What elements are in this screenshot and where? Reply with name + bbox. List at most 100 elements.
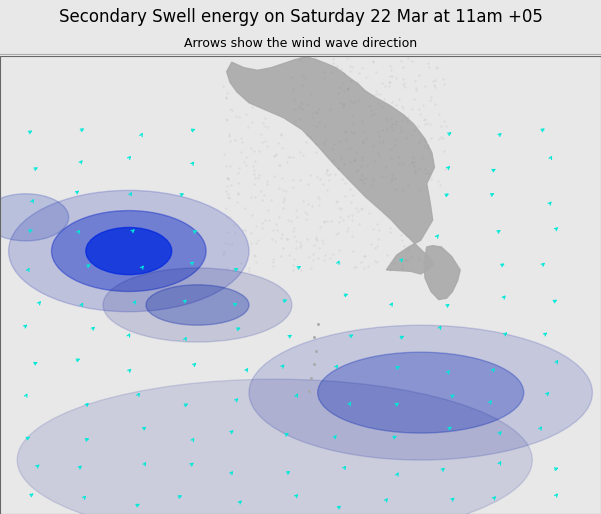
Point <box>263 180 272 188</box>
Point <box>373 219 382 228</box>
Point <box>228 265 238 273</box>
Point <box>402 256 412 264</box>
Point <box>373 149 383 157</box>
Point <box>386 123 395 131</box>
Point <box>303 100 313 108</box>
Point <box>429 81 439 89</box>
Point <box>332 197 342 205</box>
Point <box>398 160 408 168</box>
Point <box>340 69 349 77</box>
Point <box>221 162 230 171</box>
Point <box>415 138 424 146</box>
Point <box>423 119 432 127</box>
Point <box>310 53 320 62</box>
Point <box>291 206 301 214</box>
Point <box>409 153 418 161</box>
Point <box>382 116 391 124</box>
Point <box>298 151 308 159</box>
Point <box>221 115 230 123</box>
Point <box>221 93 231 101</box>
Point <box>288 85 297 93</box>
Point <box>398 186 407 194</box>
Point <box>222 182 232 190</box>
Point <box>284 251 293 259</box>
Point <box>425 96 435 104</box>
Point <box>322 166 332 174</box>
Point <box>382 163 391 172</box>
Point <box>416 135 426 143</box>
Point <box>421 115 430 123</box>
Point <box>337 175 347 183</box>
Point <box>430 83 440 91</box>
Point <box>387 175 397 183</box>
Point <box>249 146 258 155</box>
Point <box>225 162 235 170</box>
Point <box>300 74 310 82</box>
Point <box>288 266 298 274</box>
Point <box>334 205 344 213</box>
Point <box>361 252 370 260</box>
Point <box>246 143 256 152</box>
Point <box>358 137 368 145</box>
Point <box>302 131 312 139</box>
Point <box>351 263 361 271</box>
Point <box>319 74 329 82</box>
Point <box>287 73 297 81</box>
Point <box>354 96 364 104</box>
Point <box>302 234 312 243</box>
Point <box>239 158 249 166</box>
Point <box>331 198 341 206</box>
Point <box>368 57 377 65</box>
Point <box>407 105 416 114</box>
Point <box>269 172 279 180</box>
Point <box>311 107 320 116</box>
Point <box>335 99 345 107</box>
Point <box>386 66 395 74</box>
Point <box>243 122 252 131</box>
Point <box>398 62 408 70</box>
Point <box>249 167 258 175</box>
Point <box>438 134 448 142</box>
Point <box>423 141 433 149</box>
Point <box>340 127 350 136</box>
Point <box>249 180 259 189</box>
Point <box>222 264 232 272</box>
Point <box>348 99 358 107</box>
Point <box>385 82 394 90</box>
Point <box>288 261 297 269</box>
Point <box>386 145 395 153</box>
Point <box>407 159 416 168</box>
Point <box>343 53 352 62</box>
Point <box>234 164 244 172</box>
Point <box>268 226 278 234</box>
Point <box>305 133 314 141</box>
Point <box>351 167 361 175</box>
Point <box>320 218 329 226</box>
Point <box>410 158 420 167</box>
Point <box>398 81 407 89</box>
Point <box>250 174 260 182</box>
Point <box>340 192 350 200</box>
Point <box>344 85 353 94</box>
Point <box>339 160 349 168</box>
Point <box>268 258 278 266</box>
Point <box>399 242 409 250</box>
Point <box>419 116 429 124</box>
Point <box>334 164 343 173</box>
Point <box>395 153 404 161</box>
Point <box>397 261 407 269</box>
Point <box>415 186 424 194</box>
Polygon shape <box>424 246 460 300</box>
Point <box>353 166 363 174</box>
Point <box>308 250 318 258</box>
Point <box>349 191 358 199</box>
Point <box>225 105 235 113</box>
Point <box>311 140 320 149</box>
Point <box>257 196 267 205</box>
Point <box>291 237 301 246</box>
Point <box>307 264 316 272</box>
Point <box>240 204 250 212</box>
Point <box>336 154 346 162</box>
Point <box>316 175 325 183</box>
Point <box>327 145 337 154</box>
